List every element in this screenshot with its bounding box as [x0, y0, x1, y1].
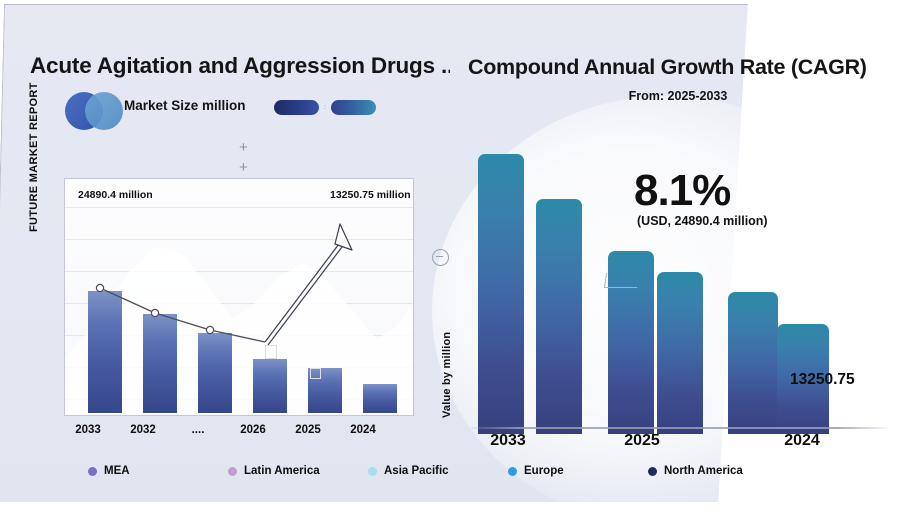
legend-dot-europe: [508, 466, 517, 476]
bar-2024: [363, 384, 397, 413]
bar-2033: [88, 291, 122, 413]
caption-end-value: 13250.75 million: [330, 189, 411, 201]
region-legend: MEA Latin America Asia Pacific Europe No…: [88, 465, 788, 477]
left-chart-overlay-lines: [95, 223, 353, 346]
legend-dot-latin-america: [228, 466, 237, 476]
legend-item-asia-pacific[interactable]: Asia Pacific: [368, 465, 508, 477]
market-size-label: Market Size million: [124, 98, 246, 113]
bar-dots: [198, 333, 232, 413]
legend-label-latin-america: Latin America: [244, 465, 320, 477]
x-label-2024: 2024: [350, 424, 376, 436]
page-title: Acute Agitation and Aggression Drugs ...: [30, 53, 450, 78]
rbar-2025-primary: [608, 251, 654, 434]
rbar-2033-secondary: [536, 199, 582, 434]
right-x-label-2033: 2033: [490, 432, 526, 449]
y-axis-label: FUTURE MARKET REPORT: [28, 82, 40, 232]
infographic-canvas: Acute Agitation and Aggression Drugs ...…: [0, 4, 900, 526]
pill-separator: :: [324, 104, 326, 111]
legend-item-europe[interactable]: Europe: [508, 465, 648, 477]
x-label-2025: 2025: [295, 424, 321, 436]
faint-square-icon: [310, 368, 321, 379]
rbar-2024-secondary: [777, 324, 829, 434]
legend-label-europe: Europe: [524, 465, 564, 477]
legend-dot-north-america: [648, 466, 657, 476]
rbar-2033-primary: [478, 154, 524, 434]
cagr-title: Compound Annual Growth Rate (CAGR): [468, 55, 867, 79]
cagr-subtitle: From: 2025-2033: [628, 89, 728, 103]
pill-primary: [274, 100, 319, 115]
legend-dot-mea: [88, 466, 97, 476]
pill-secondary: [330, 100, 376, 115]
plus-icon-top: +: [239, 139, 248, 156]
growth-arrow: [264, 223, 353, 346]
legend-label-mea: MEA: [104, 465, 130, 477]
legend-item-mea[interactable]: MEA: [88, 465, 228, 477]
x-label-2033: 2033: [75, 424, 101, 436]
axis-tick-mark: [603, 273, 640, 288]
bar-2025: [308, 368, 342, 413]
legend-label-asia-pacific: Asia Pacific: [384, 465, 449, 477]
legend-pills: :: [274, 100, 376, 115]
cagr-note: (USD, 24890.4 million): [637, 214, 768, 228]
cagr-value: 8.1%: [634, 166, 731, 215]
x-label-ellipsis: ....: [191, 424, 205, 436]
caption-start-value: 24890.4 million: [78, 189, 153, 201]
legend-item-north-america[interactable]: North America: [648, 465, 788, 477]
x-label-2026: 2026: [240, 424, 266, 436]
right-end-value-label: 13250.75: [790, 371, 855, 388]
minus-circle-icon: [432, 249, 449, 266]
rbar-2025-secondary: [657, 272, 703, 434]
right-chart-bars: [450, 140, 900, 434]
bar-2032: [143, 314, 177, 413]
faint-card-icon: [265, 345, 277, 359]
bar-2026: [253, 359, 287, 413]
legend-dot-asia-pacific: [368, 466, 377, 476]
left-chart-bars: [64, 178, 412, 414]
legend-item-latin-america[interactable]: Latin America: [228, 465, 368, 477]
right-x-label-2024: 2024: [784, 432, 820, 449]
plus-icon-bottom: +: [239, 159, 248, 176]
legend-label-north-america: North America: [664, 465, 743, 477]
x-label-2032: 2032: [130, 424, 156, 436]
right-chart-baseline: [470, 427, 888, 429]
rbar-2024-primary: [728, 292, 778, 434]
venn-diagram-icon: [62, 92, 130, 130]
right-x-label-2025: 2025: [624, 432, 660, 449]
